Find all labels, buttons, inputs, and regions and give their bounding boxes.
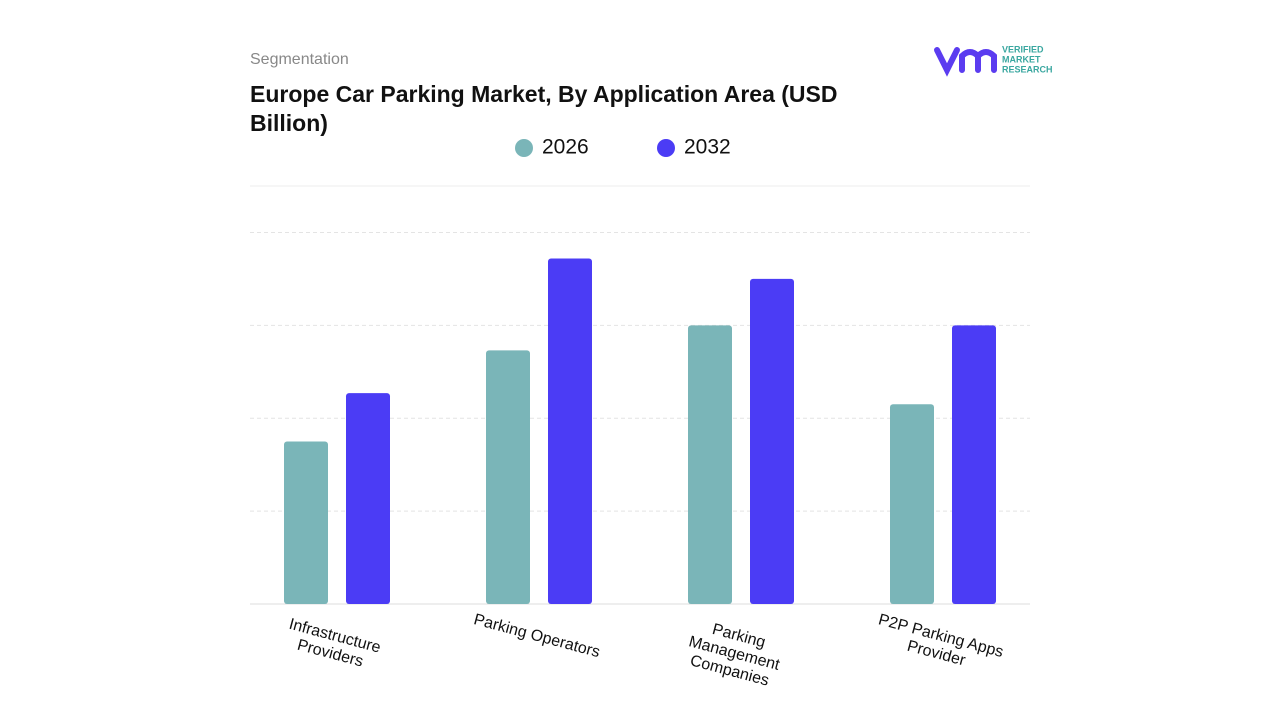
bar bbox=[890, 404, 934, 604]
logo-text: VERIFIED bbox=[1002, 44, 1044, 54]
logo-text: RESEARCH bbox=[1002, 64, 1053, 74]
bar bbox=[548, 258, 592, 604]
bar bbox=[486, 350, 530, 604]
bar bbox=[688, 325, 732, 604]
bar bbox=[952, 325, 996, 604]
title-box: Europe Car Parking Market, By Applicatio… bbox=[250, 81, 838, 136]
logo-mark bbox=[934, 47, 997, 77]
legend-label: 2026 bbox=[542, 136, 589, 159]
kicker: Segmentation bbox=[250, 51, 349, 68]
legend-swatch bbox=[515, 139, 533, 157]
legend-swatch bbox=[657, 139, 675, 157]
legend-label: 2032 bbox=[684, 136, 731, 159]
chart-title: Europe Car Parking Market, By Applicatio… bbox=[250, 81, 838, 136]
bar bbox=[750, 278, 794, 604]
logo-text: MARKET bbox=[1002, 54, 1041, 64]
bar bbox=[346, 393, 390, 604]
bar bbox=[284, 441, 328, 604]
